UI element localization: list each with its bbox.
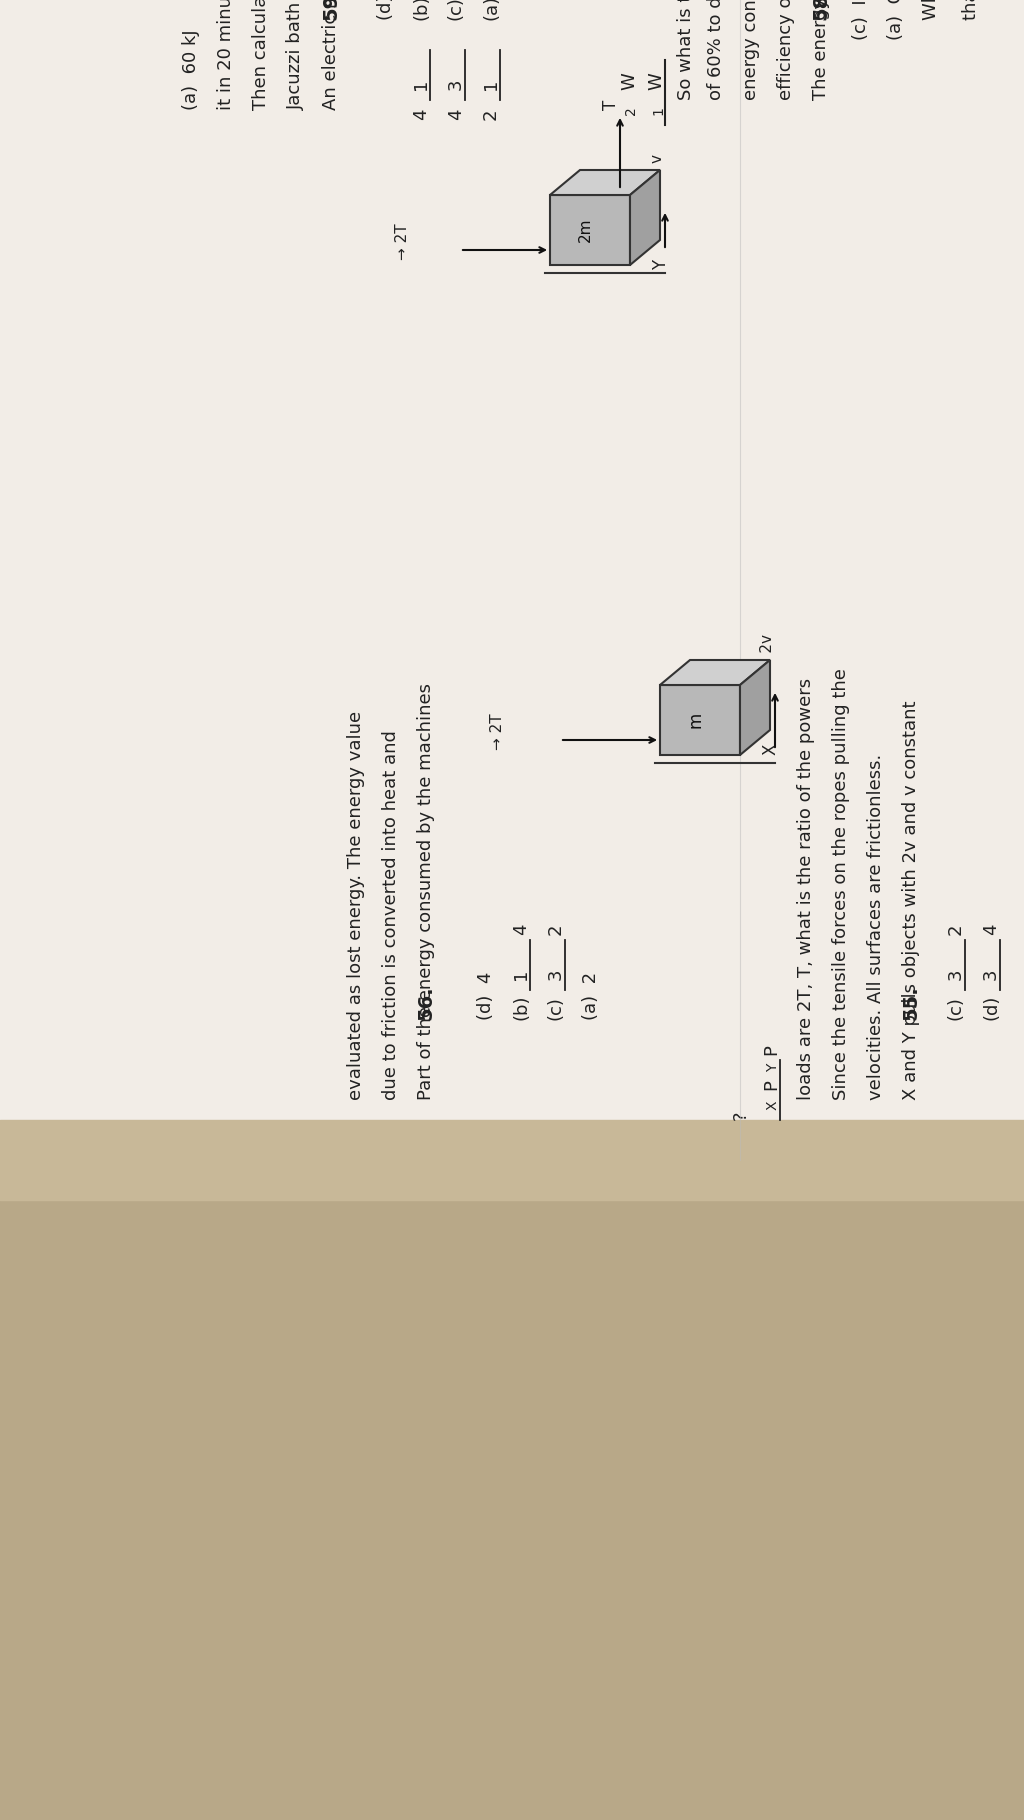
Text: Part of the energy consumed by the machines: Part of the energy consumed by the machi… xyxy=(417,682,435,1099)
Text: of 60% to do the same work. So what is the: of 60% to do the same work. So what is t… xyxy=(707,0,725,100)
Text: P: P xyxy=(762,1045,780,1056)
Text: → 2T: → 2T xyxy=(395,224,410,260)
Text: Then calculate the: Then calculate the xyxy=(252,0,270,109)
Text: 2m: 2m xyxy=(578,218,593,242)
Text: (a)  2: (a) 2 xyxy=(582,972,600,1019)
Text: (b): (b) xyxy=(512,994,530,1019)
Text: (c): (c) xyxy=(947,996,965,1019)
Text: (c): (c) xyxy=(447,0,465,20)
Text: 2: 2 xyxy=(947,923,965,935)
Text: T: T xyxy=(602,100,620,109)
Polygon shape xyxy=(550,169,660,195)
Text: Y: Y xyxy=(766,1063,780,1072)
Text: (a)  Only I: (a) Only I xyxy=(887,0,905,40)
Text: → 2T: → 2T xyxy=(490,713,505,750)
Text: efficiency of 80%: efficiency of 80% xyxy=(777,0,795,100)
Text: 3: 3 xyxy=(947,968,965,979)
Text: 4: 4 xyxy=(512,923,530,935)
Text: 3: 3 xyxy=(982,968,1000,979)
Text: (d)  4: (d) 4 xyxy=(477,972,495,1019)
Text: X: X xyxy=(766,1101,780,1110)
Text: 2: 2 xyxy=(624,106,638,115)
Text: 4: 4 xyxy=(982,923,1000,935)
Text: Jacuzzi bath tub. If: Jacuzzi bath tub. If xyxy=(287,0,305,109)
Text: An electric motor: An electric motor xyxy=(322,0,340,109)
Text: (b): (b) xyxy=(412,0,430,20)
Text: X: X xyxy=(762,744,780,755)
Polygon shape xyxy=(660,661,770,684)
Text: 59.: 59. xyxy=(321,0,340,20)
Text: P: P xyxy=(762,1079,780,1090)
Text: The energy consumed by machines with: The energy consumed by machines with xyxy=(812,0,830,100)
Text: velocities. All surfaces are frictionless.: velocities. All surfaces are frictionles… xyxy=(867,753,885,1099)
Text: (d): (d) xyxy=(982,994,1000,1019)
Polygon shape xyxy=(630,169,660,266)
Bar xyxy=(0,0,1024,1219)
Text: loads are 2T, T, what is the ratio of the powers: loads are 2T, T, what is the ratio of th… xyxy=(797,677,815,1099)
Polygon shape xyxy=(550,195,630,266)
Text: 4: 4 xyxy=(447,109,465,120)
Text: W: W xyxy=(647,73,665,89)
Text: 1: 1 xyxy=(412,78,430,89)
Text: 55.: 55. xyxy=(901,985,920,1019)
Text: 4: 4 xyxy=(412,109,430,120)
Text: that of Y.: that of Y. xyxy=(962,0,980,20)
Text: 1: 1 xyxy=(651,106,665,115)
Text: (c)  I and II: (c) I and II xyxy=(852,0,870,40)
Text: Which of statements: Which of statements xyxy=(922,0,940,20)
Text: 2: 2 xyxy=(547,923,565,935)
Text: (a)  60 kJ: (a) 60 kJ xyxy=(182,29,200,109)
Text: due to friction is converted into heat and: due to friction is converted into heat a… xyxy=(382,730,400,1099)
Text: m → 2v: m → 2v xyxy=(760,633,775,690)
Text: energy consumed by: energy consumed by xyxy=(742,0,760,100)
Text: Since the tensile forces on the ropes pulling the: Since the tensile forces on the ropes pu… xyxy=(831,668,850,1099)
Text: So what is the: So what is the xyxy=(677,0,695,100)
Polygon shape xyxy=(740,661,770,755)
Text: 56.: 56. xyxy=(416,985,435,1019)
Text: Y: Y xyxy=(652,260,670,269)
Polygon shape xyxy=(660,684,740,755)
Text: evaluated as lost energy. The energy value: evaluated as lost energy. The energy val… xyxy=(347,712,365,1099)
Text: 1: 1 xyxy=(512,968,530,979)
Text: 2: 2 xyxy=(482,109,500,120)
Text: 2m → v: 2m → v xyxy=(650,155,665,209)
Text: X and Y pulls objects with 2v and v constant: X and Y pulls objects with 2v and v cons… xyxy=(902,701,920,1099)
Text: 1: 1 xyxy=(482,78,500,89)
Text: 58.: 58. xyxy=(811,0,830,20)
Text: W: W xyxy=(620,73,638,89)
Text: 3: 3 xyxy=(447,78,465,89)
Text: m: m xyxy=(686,712,705,728)
Text: (c): (c) xyxy=(547,996,565,1019)
Text: (d)  4: (d) 4 xyxy=(377,0,395,20)
Text: (a): (a) xyxy=(482,0,500,20)
Text: it in 20 minutes.: it in 20 minutes. xyxy=(217,0,234,109)
Text: ?: ? xyxy=(732,1110,750,1119)
Text: 3: 3 xyxy=(547,968,565,979)
